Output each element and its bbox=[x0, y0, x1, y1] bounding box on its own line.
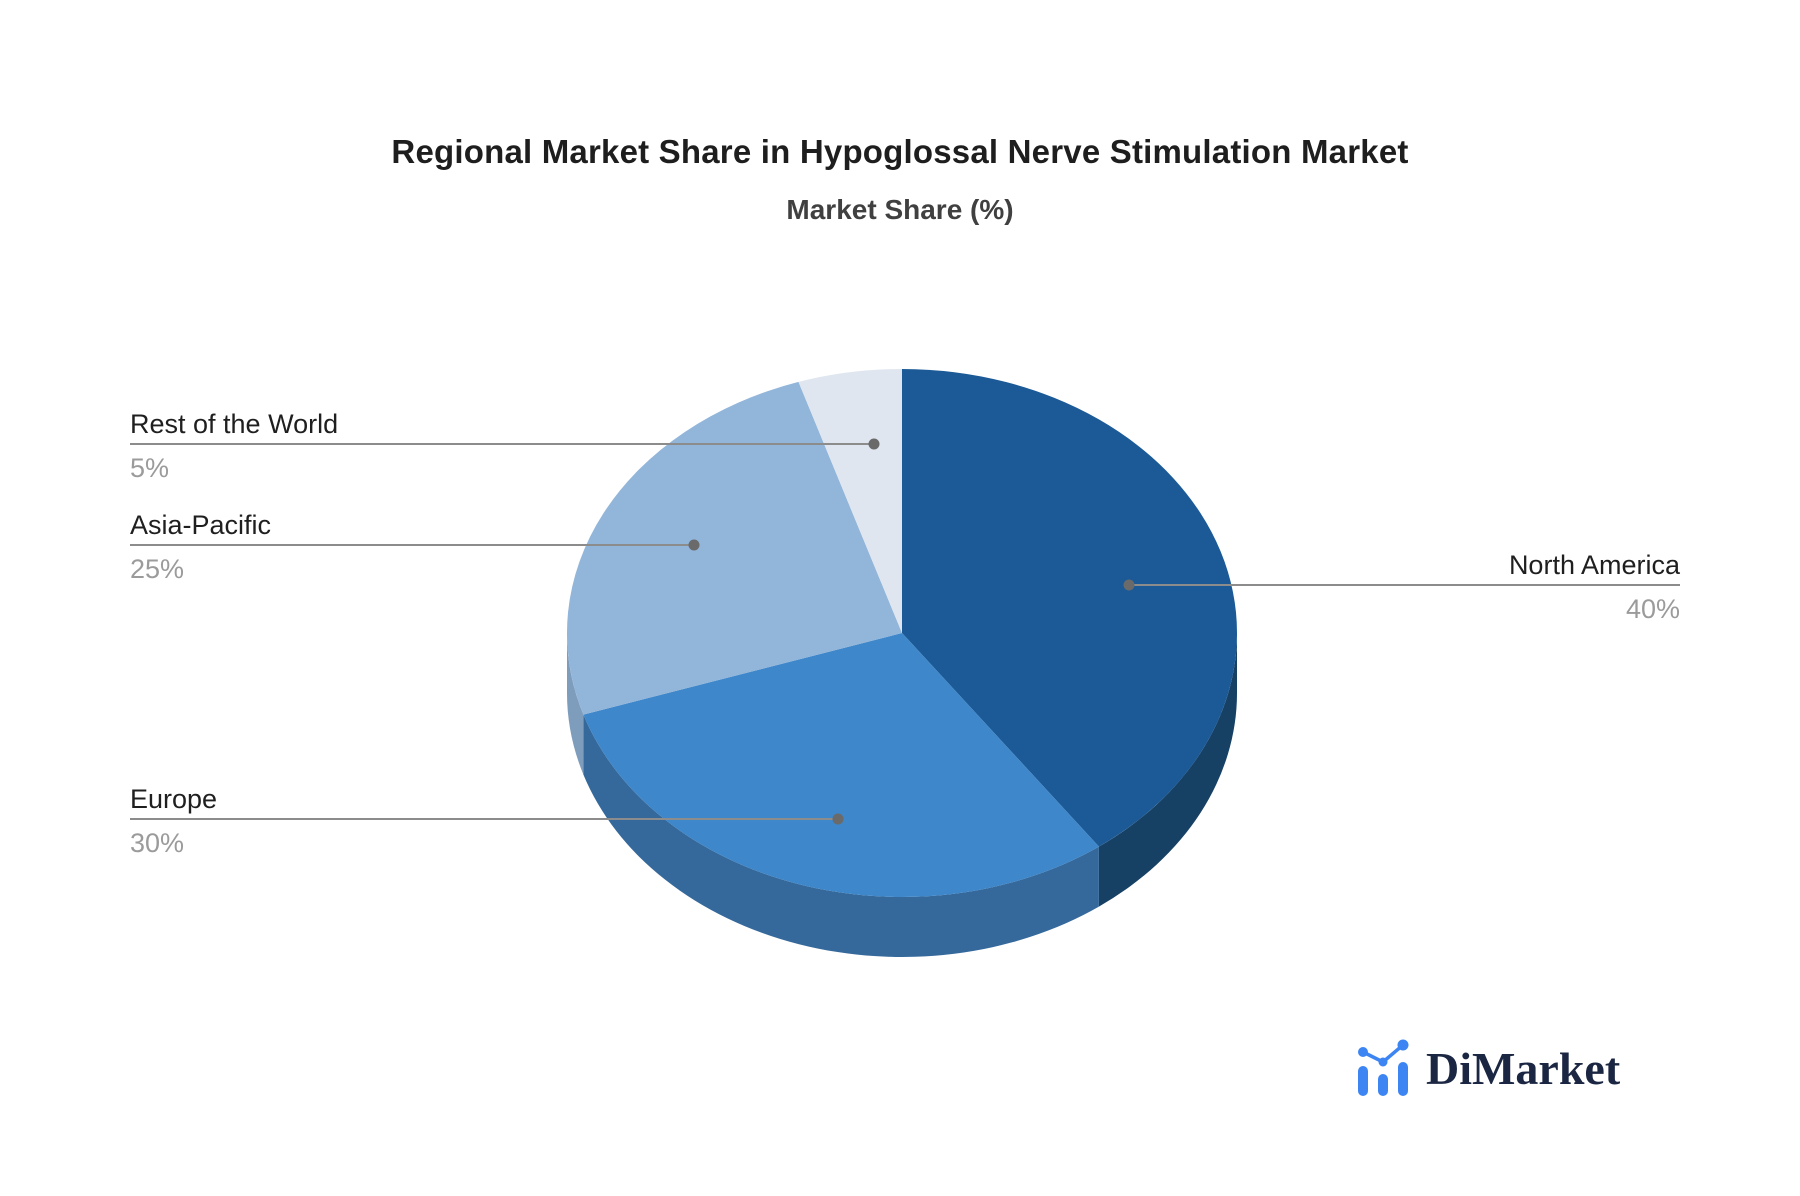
slice-north-america bbox=[902, 369, 1238, 847]
callout-label-north-america: North America bbox=[1508, 550, 1680, 580]
callout-label-asia-pacific: Asia-Pacific bbox=[130, 510, 272, 540]
slice-side-europe bbox=[583, 714, 1099, 957]
callout-label-europe: Europe bbox=[130, 784, 218, 814]
leader-dot-rest-of-world bbox=[868, 438, 880, 450]
callout-pct-europe: 30% bbox=[130, 828, 185, 858]
leader-dot-north-america bbox=[1123, 579, 1135, 591]
callout-label-rest-of-world: Rest of the World bbox=[130, 409, 339, 439]
slice-asia-pacific bbox=[567, 381, 902, 715]
callout-pct-north-america: 40% bbox=[1625, 594, 1680, 624]
slice-europe bbox=[583, 633, 1099, 897]
bar-line-chart-icon bbox=[1358, 1039, 1409, 1096]
brand-logo-text: DiMarket bbox=[1426, 1043, 1621, 1094]
callout-pct-asia-pacific: 25% bbox=[130, 554, 185, 584]
slice-rest-of-the-world bbox=[798, 369, 902, 633]
brand-logo: DiMarket bbox=[1356, 1036, 1620, 1100]
leader-dot-asia-pacific bbox=[688, 539, 700, 551]
chart-subtitle: Market Share (%) bbox=[786, 194, 1014, 225]
slice-side-north-america bbox=[1098, 633, 1237, 907]
callout-pct-rest-of-world: 5% bbox=[130, 453, 170, 483]
slice-side-asia-pacific bbox=[567, 633, 584, 775]
chart-title: Regional Market Share in Hypoglossal Ner… bbox=[391, 133, 1409, 170]
leader-dot-europe bbox=[832, 813, 844, 825]
